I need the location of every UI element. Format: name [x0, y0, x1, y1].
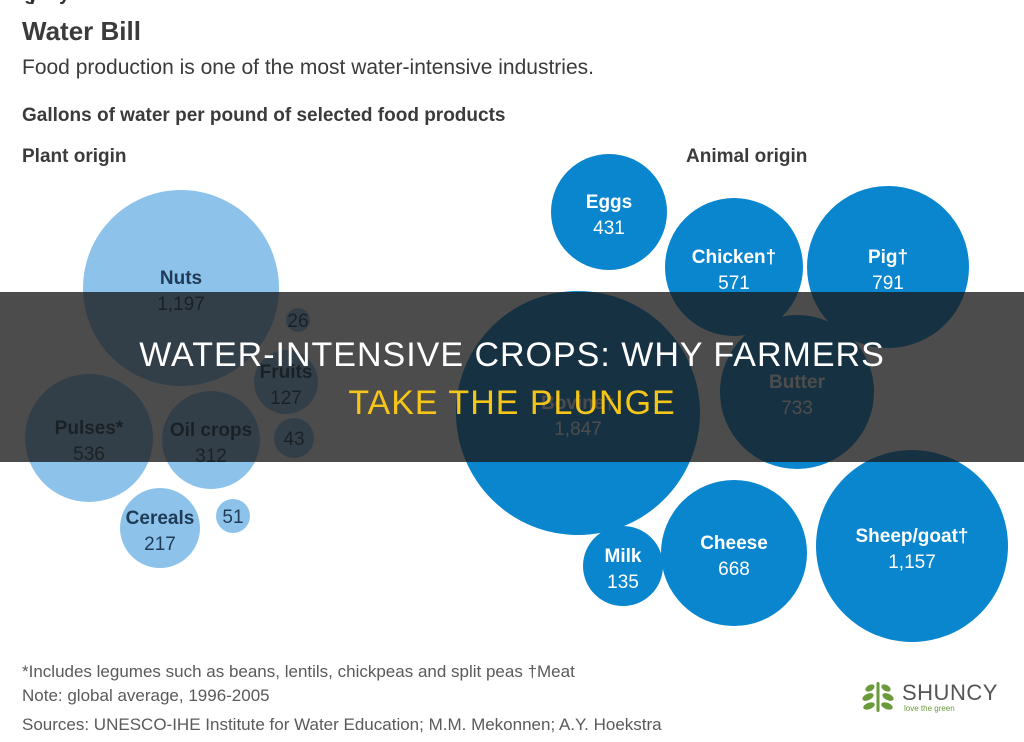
footnote-legumes: *Includes legumes such as beans, lentils…	[22, 662, 575, 681]
bubble-label-starchy-roots-line2: roots	[0, 0, 48, 5]
chart-title-main: Water Bill	[22, 16, 141, 46]
group-label-animal: Animal origin	[686, 146, 807, 167]
group-label-plant: Plant origin	[22, 146, 127, 167]
bubble-value-starchy-roots: 51	[222, 507, 243, 528]
bubble-value-cheese: 668	[718, 559, 750, 580]
bubble-cheese	[661, 480, 807, 626]
bubble-value-sheep-goat: 1,157	[888, 552, 936, 573]
bubble-label-starchy-roots-line1: Starchy	[0, 0, 70, 5]
footnote-sources: Sources: UNESCO-IHE Institute for Water …	[22, 715, 662, 734]
bubble-label-milk: Milk	[605, 546, 642, 567]
bubble-value-milk: 135	[607, 572, 639, 593]
bubble-sheep-goat	[816, 450, 1008, 642]
title-overlay-band	[0, 292, 1024, 462]
bubble-milk	[583, 526, 663, 606]
overlay-title-line1: Water-Intensive Crops: Why Farmers	[139, 336, 885, 374]
bubble-label-pig: Pig†	[868, 247, 908, 268]
bubble-label-eggs: Eggs	[586, 192, 632, 213]
bubble-label-sugar-crops-line2: crops	[0, 0, 52, 5]
bubble-label-cheese: Cheese	[700, 533, 768, 554]
brand-name: SHUNCY	[902, 680, 998, 705]
bubble-value-pig: 791	[872, 273, 904, 294]
bubble-label-cereals: Cereals	[126, 508, 195, 529]
bubble-cereals	[120, 488, 200, 568]
bubble-label-sugar-crops-line1: Sugar	[0, 0, 54, 5]
bubble-eggs	[551, 154, 667, 270]
brand-tagline: love the green	[904, 704, 955, 713]
shuncy-brand: SHUNCY love the green	[858, 676, 998, 716]
leaf-logo-icon	[862, 682, 894, 712]
bubble-starchy-roots	[216, 499, 250, 533]
bubble-label-sheep-goat: Sheep/goat†	[856, 526, 969, 547]
bubble-label-chicken: Chicken†	[692, 247, 776, 268]
bubble-label-nuts: Nuts	[160, 268, 202, 289]
bubble-value-eggs: 431	[593, 218, 625, 239]
bubble-value-chicken: 571	[718, 273, 750, 294]
overlay-title-line2: Take The Plunge	[348, 384, 676, 422]
footnote-note: Note: global average, 1996-2005	[22, 686, 270, 705]
bubble-value-cereals: 217	[144, 534, 176, 555]
chart-subtitle: Food production is one of the most water…	[22, 56, 594, 79]
chart-heading: Gallons of water per pound of selected f…	[22, 105, 505, 126]
